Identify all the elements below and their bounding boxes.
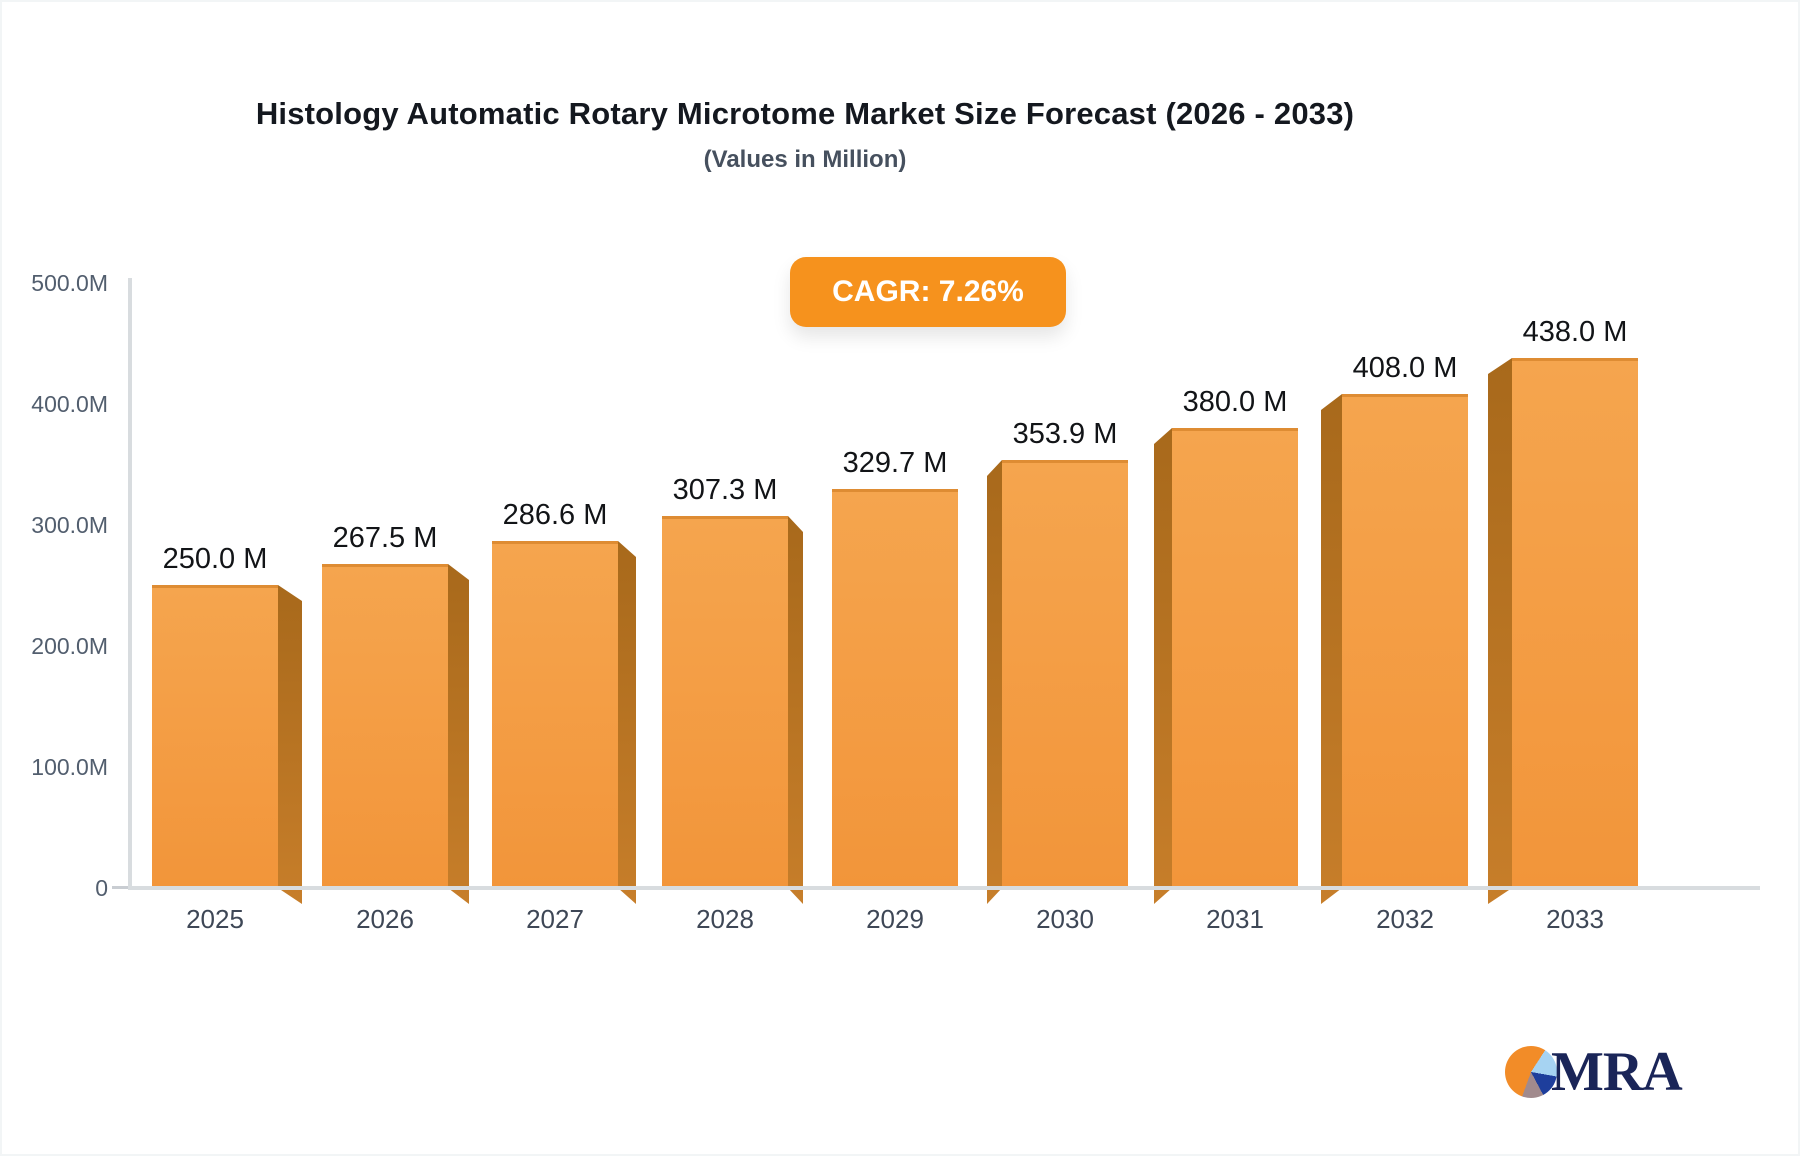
bar-side-face — [1321, 394, 1342, 904]
bar-value-label: 353.9 M — [1012, 418, 1118, 450]
x-axis-label-2027: 2027 — [526, 904, 584, 934]
bar-value-label: 267.5 M — [332, 522, 438, 554]
y-axis-tick-label: 400.0M — [31, 391, 108, 417]
y-axis-tick-label: 300.0M — [31, 512, 108, 538]
pie-chart-logo-icon — [1505, 1046, 1557, 1098]
bar-value-label: 307.3 M — [672, 474, 778, 506]
bar-value-label: 380.0 M — [1182, 386, 1288, 418]
x-axis-label-2026: 2026 — [356, 904, 414, 934]
x-axis-label-2033: 2033 — [1546, 904, 1604, 934]
bar-2029 — [832, 489, 958, 888]
y-axis-tick-label: 500.0M — [31, 270, 108, 296]
x-axis-line — [128, 886, 1760, 890]
chart-title: Histology Automatic Rotary Microtome Mar… — [255, 96, 1355, 131]
bar-side-face — [987, 460, 1002, 904]
x-axis-label-2029: 2029 — [866, 904, 924, 934]
chart-subtitle: (Values in Million) — [703, 146, 907, 173]
bar-value-label: 286.6 M — [502, 499, 608, 531]
bar-side-face — [1154, 428, 1172, 904]
bar-2027 — [492, 541, 618, 888]
bar-2033 — [1512, 358, 1638, 888]
y-axis-tick-label: 200.0M — [31, 633, 108, 659]
bar-2032 — [1342, 394, 1468, 888]
x-axis-label-2028: 2028 — [696, 904, 754, 934]
y-axis-tick-label: 0 — [95, 875, 108, 901]
bar-side-face — [278, 585, 302, 904]
cagr-badge: CAGR: 7.26% — [790, 257, 1066, 327]
cagr-badge-label: CAGR: 7.26% — [832, 275, 1024, 308]
bar-side-face — [1488, 358, 1512, 904]
brand-logo-text: MRA — [1551, 1041, 1683, 1103]
x-axis-label-2032: 2032 — [1376, 904, 1434, 934]
x-axis-label-2030: 2030 — [1036, 904, 1094, 934]
x-axis-label-2031: 2031 — [1206, 904, 1264, 934]
bar-2028 — [662, 516, 788, 888]
y-axis-tick-label: 100.0M — [31, 754, 108, 780]
bar-value-label: 438.0 M — [1522, 316, 1628, 348]
zero-tick-mark — [112, 886, 129, 889]
bar-side-face — [788, 516, 803, 904]
chart-header: Histology Automatic Rotary Microtome Mar… — [0, 0, 1610, 174]
bar-side-face — [448, 564, 469, 904]
bar-2030 — [1002, 460, 1128, 888]
bar-2025 — [152, 585, 278, 888]
bar-side-face — [618, 541, 636, 904]
bar-value-label: 329.7 M — [842, 447, 948, 479]
bar-value-label: 250.0 M — [162, 543, 268, 575]
brand-logo: MRA — [1505, 1040, 1683, 1104]
bar-value-label: 408.0 M — [1352, 352, 1458, 384]
bar-2026 — [322, 564, 448, 888]
y-axis-line — [128, 278, 132, 888]
bar-2031 — [1172, 428, 1298, 888]
x-axis-label-2025: 2025 — [186, 904, 244, 934]
